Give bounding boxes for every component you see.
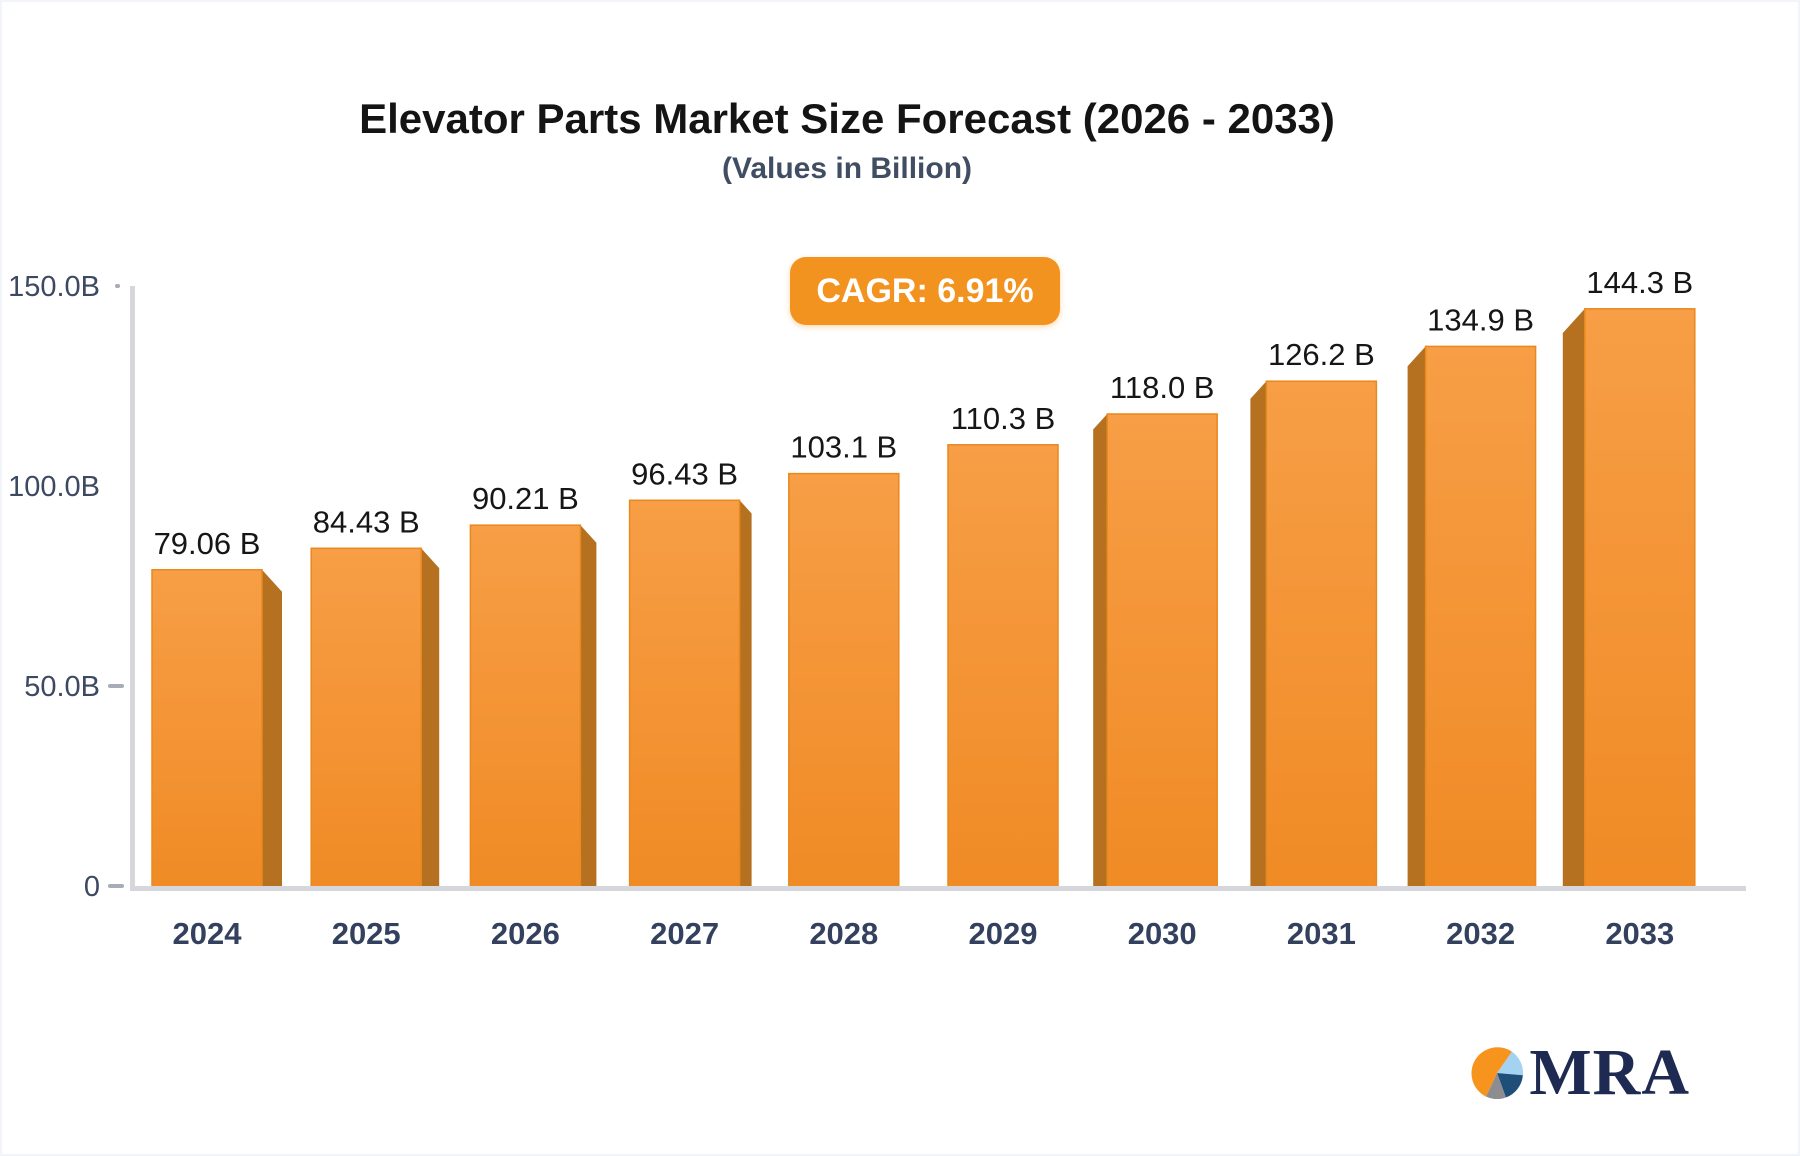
- bar-side-face: [262, 569, 282, 888]
- bar-group-2026: [469, 524, 597, 889]
- cagr-badge: CAGR: 6.91%: [790, 257, 1060, 325]
- bar-2030[interactable]: [1106, 413, 1218, 889]
- bar-value-label: 134.9 B: [1427, 302, 1534, 337]
- bar-side-face: [1093, 414, 1108, 888]
- bar-group-2031: [1250, 380, 1378, 889]
- bar-side-face: [580, 525, 597, 888]
- bar-group-2025: [310, 547, 440, 889]
- y-axis-tick: [115, 284, 120, 288]
- bar-2032[interactable]: [1424, 345, 1537, 889]
- bar-2024[interactable]: [151, 569, 263, 889]
- x-axis-label-2033: 2033: [1605, 916, 1674, 951]
- bar-value-label: 144.3 B: [1586, 265, 1693, 300]
- bar-side-face: [421, 548, 440, 888]
- cagr-badge-label: CAGR: 6.91%: [816, 271, 1034, 310]
- bar-value-label: 126.2 B: [1268, 337, 1375, 372]
- x-axis-label-2026: 2026: [491, 916, 560, 951]
- brand-logo-text: MRA: [1529, 1036, 1690, 1109]
- y-axis-tick: [108, 684, 124, 688]
- brand-logo: MRA: [1471, 1040, 1690, 1106]
- bar-group-2028: [788, 472, 900, 889]
- bar-2033[interactable]: [1584, 308, 1696, 889]
- chart-subtitle: (Values in Billion): [721, 152, 973, 185]
- bar-side-face: [1562, 308, 1585, 888]
- bar-group-2032: [1407, 345, 1537, 889]
- bar-2028[interactable]: [788, 472, 900, 889]
- x-axis-label-2032: 2032: [1446, 916, 1515, 951]
- pie-chart-icon: [1471, 1047, 1524, 1099]
- bar-value-label: 103.1 B: [790, 430, 897, 465]
- x-axis-label-2030: 2030: [1128, 916, 1197, 951]
- bar-value-label: 110.3 B: [951, 401, 1056, 436]
- bar-2031[interactable]: [1265, 380, 1378, 889]
- x-axis-label-2025: 2025: [332, 916, 401, 951]
- x-axis-line: [130, 886, 1746, 891]
- y-axis-label-0: 0: [84, 871, 100, 903]
- bar-2027[interactable]: [628, 499, 741, 889]
- bar-group-2024: [151, 569, 282, 889]
- x-axis-label-2028: 2028: [809, 916, 878, 951]
- bar-group-2029: [947, 444, 1059, 889]
- x-axis-label-2031: 2031: [1287, 916, 1356, 951]
- bar-value-label: 79.06 B: [154, 526, 261, 561]
- bar-value-label: 90.21 B: [472, 481, 579, 516]
- bar-value-label: 96.43 B: [631, 456, 738, 491]
- x-axis-label-2024: 2024: [173, 916, 243, 951]
- y-axis-tick: [108, 884, 124, 888]
- bar-value-label: 84.43 B: [313, 504, 420, 539]
- bar-value-label: 118.0 B: [1110, 370, 1215, 405]
- bar-2025[interactable]: [310, 547, 422, 889]
- x-axis-label-2027: 2027: [650, 916, 719, 951]
- bar-2029[interactable]: [947, 444, 1059, 889]
- chart-title: Elevator Parts Market Size Forecast (202…: [359, 95, 1335, 142]
- bar-group-2033: [1562, 308, 1696, 889]
- bar-side-face: [1250, 381, 1267, 888]
- bar-side-face: [739, 500, 752, 888]
- y-axis-label-100.0B: 100.0B: [8, 471, 100, 503]
- y-axis-label-150.0B: 150.0B: [8, 271, 100, 303]
- y-axis-label-50.0B: 50.0B: [24, 671, 100, 703]
- y-axis-line: [130, 286, 135, 886]
- bar-side-face: [1407, 346, 1426, 888]
- bar-group-2030: [1093, 413, 1218, 889]
- bar-2026[interactable]: [469, 524, 582, 889]
- x-axis-label-2029: 2029: [969, 916, 1038, 951]
- chart-header: Elevator Parts Market Size Forecast (202…: [2, 94, 1692, 186]
- bar-group-2027: [628, 499, 752, 889]
